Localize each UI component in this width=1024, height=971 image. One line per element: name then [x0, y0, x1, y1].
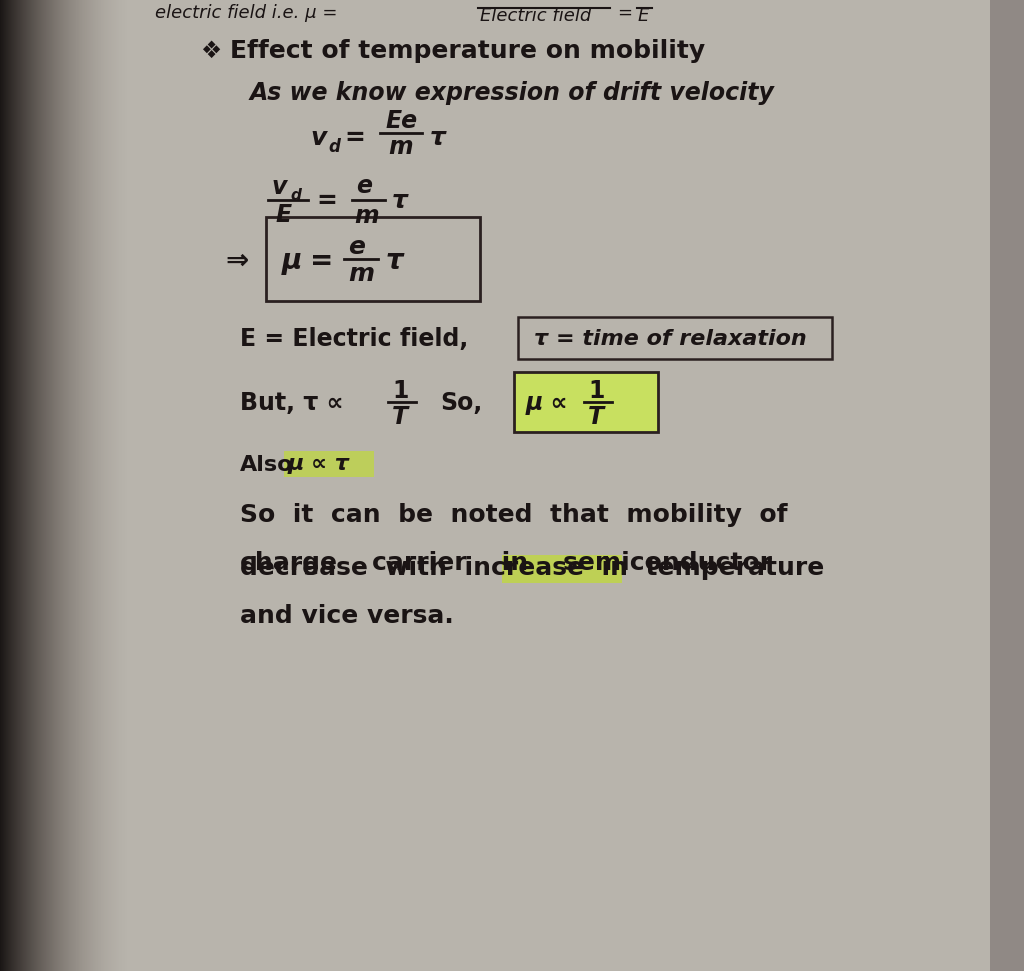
Text: So,: So,: [440, 391, 482, 415]
Text: d: d: [328, 138, 340, 156]
Text: m: m: [388, 135, 413, 159]
Text: T: T: [392, 405, 409, 429]
Text: T: T: [588, 405, 604, 429]
Text: τ: τ: [386, 247, 403, 275]
Text: decrease  with  increase  in  temperature: decrease with increase in temperature: [240, 556, 824, 580]
Text: Electric field: Electric field: [480, 7, 591, 25]
Text: But, τ ∝: But, τ ∝: [240, 391, 343, 415]
Text: 1: 1: [588, 379, 604, 403]
Text: m: m: [348, 262, 374, 286]
FancyBboxPatch shape: [514, 372, 658, 432]
Bar: [415, 555, 483, 583]
Text: =: =: [310, 247, 334, 275]
Text: As we know expression of drift velocity: As we know expression of drift velocity: [250, 81, 775, 105]
Bar: [990, 0, 1024, 971]
FancyBboxPatch shape: [266, 217, 480, 301]
Text: e: e: [356, 174, 372, 198]
Text: μ ∝: μ ∝: [526, 391, 568, 415]
Bar: [284, 451, 374, 477]
Text: E = Electric field,: E = Electric field,: [240, 327, 468, 351]
Text: τ = time of relaxation: τ = time of relaxation: [534, 329, 807, 349]
Text: m: m: [354, 204, 379, 228]
Text: E: E: [638, 7, 649, 25]
Text: Ee: Ee: [385, 109, 417, 133]
Bar: [502, 555, 622, 583]
Text: τ: τ: [430, 126, 446, 150]
Text: charge    carrier    in    semiconductor: charge carrier in semiconductor: [240, 551, 772, 575]
Text: =: =: [316, 189, 337, 213]
Text: e: e: [348, 235, 365, 259]
Text: 1: 1: [392, 379, 409, 403]
Text: E: E: [276, 203, 292, 227]
Text: =: =: [618, 4, 639, 22]
Text: ❖: ❖: [200, 39, 221, 63]
Text: ⇒: ⇒: [225, 247, 248, 275]
Text: v: v: [310, 126, 327, 150]
Text: v: v: [272, 175, 288, 199]
Text: Effect of temperature on mobility: Effect of temperature on mobility: [230, 39, 706, 63]
FancyBboxPatch shape: [518, 317, 831, 359]
Text: Also: Also: [240, 455, 294, 475]
Text: μ ∝ τ: μ ∝ τ: [288, 454, 350, 474]
Text: electric field i.e. μ =: electric field i.e. μ =: [155, 4, 338, 22]
Text: τ: τ: [392, 189, 408, 213]
Text: and vice versa.: and vice versa.: [240, 604, 454, 628]
Text: =: =: [344, 126, 365, 150]
Text: μ: μ: [282, 247, 302, 275]
Text: d: d: [290, 187, 301, 203]
Text: So  it  can  be  noted  that  mobility  of: So it can be noted that mobility of: [240, 503, 787, 527]
